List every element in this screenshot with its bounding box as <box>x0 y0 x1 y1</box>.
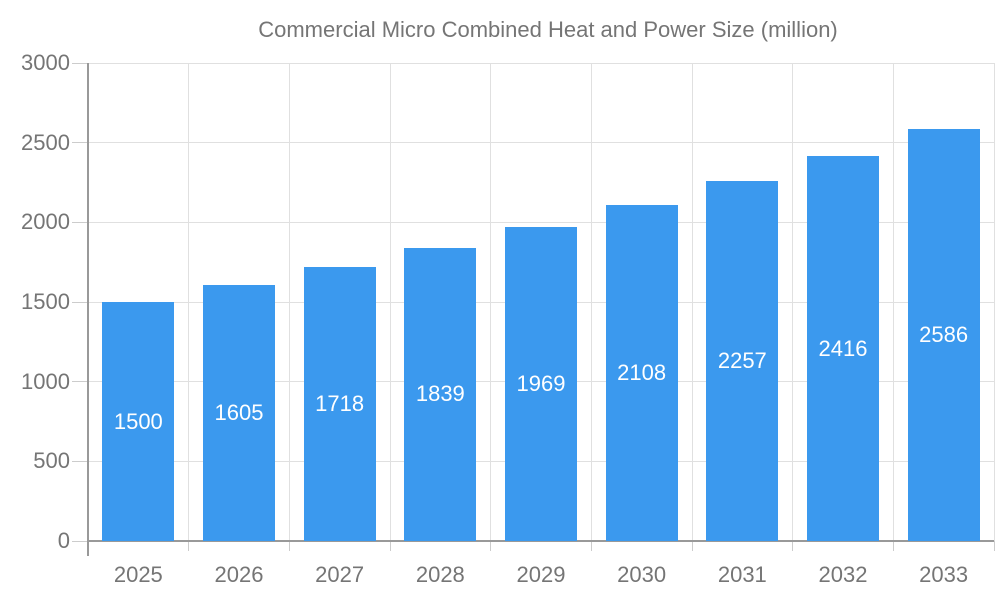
y-axis-tick <box>72 142 88 144</box>
bar-value-label: 2108 <box>617 360 667 386</box>
x-axis-tick <box>288 541 290 551</box>
bar-value-label: 1718 <box>315 391 365 417</box>
y-axis-tick <box>72 540 88 542</box>
x-axis-tick-label: 2033 <box>919 562 969 587</box>
x-axis-tick <box>993 541 995 551</box>
gridline-vertical <box>490 63 492 541</box>
x-axis-tick-label: 2031 <box>717 562 767 587</box>
y-axis-tick <box>72 301 88 303</box>
y-axis-tick <box>72 381 88 383</box>
legend-label: Commercial Micro Combined Heat and Power… <box>258 17 838 42</box>
x-axis-tick <box>188 541 190 551</box>
gridline-vertical <box>590 63 592 541</box>
y-axis-tick-label: 1000 <box>21 368 70 394</box>
x-axis-tick <box>892 541 894 551</box>
y-axis-tick-label: 500 <box>33 448 70 474</box>
x-axis-tick-label: 2029 <box>516 562 566 587</box>
gridline-horizontal <box>88 221 994 223</box>
bar-value-label: 1969 <box>516 371 566 397</box>
bar-value-label: 1500 <box>113 408 163 434</box>
bar-value-label: 2416 <box>818 335 868 361</box>
x-axis-tick-label: 2030 <box>617 562 667 587</box>
x-axis-tick-label: 2026 <box>214 562 264 587</box>
legend-item[interactable]: Commercial Micro Combined Heat and Power… <box>162 17 838 43</box>
y-axis-tick-label: 0 <box>57 528 70 553</box>
bar-value-label: 1839 <box>415 381 465 407</box>
gridline-vertical <box>288 63 290 541</box>
bar <box>907 128 980 541</box>
bar <box>706 181 779 541</box>
gridline-horizontal <box>88 142 994 144</box>
x-axis-tick-label: 2032 <box>818 562 868 587</box>
x-axis-tick <box>389 541 391 551</box>
y-axis-tick-label: 1500 <box>21 289 70 314</box>
y-axis-tick <box>72 221 88 223</box>
x-axis-tick <box>691 541 693 551</box>
bar <box>807 156 879 541</box>
gridline-vertical <box>389 63 391 541</box>
x-axis-tick-label: 2028 <box>415 562 465 587</box>
y-axis-line <box>87 63 89 556</box>
gridline-vertical <box>691 63 693 541</box>
bar <box>605 205 678 541</box>
y-axis-tick-label: 3000 <box>21 50 70 75</box>
bar <box>203 285 275 541</box>
legend: Commercial Micro Combined Heat and Power… <box>0 14 1000 46</box>
y-axis-tick-label: 2500 <box>21 129 70 155</box>
x-axis-tick-label: 2025 <box>113 562 163 587</box>
bar <box>505 227 577 541</box>
gridline-vertical <box>892 63 894 541</box>
legend-swatch-icon <box>162 17 242 43</box>
bar <box>303 267 376 541</box>
gridline-vertical <box>792 63 794 541</box>
gridline-vertical <box>993 63 995 541</box>
y-axis-tick-label: 2000 <box>21 209 70 235</box>
gridline-vertical <box>188 63 190 541</box>
bar-value-label: 1605 <box>214 400 264 426</box>
bar-value-label: 2586 <box>919 321 969 347</box>
y-axis-tick <box>72 62 88 64</box>
x-axis-tick <box>490 541 492 551</box>
gridline-horizontal <box>88 62 994 64</box>
x-axis-tick-label: 2027 <box>315 562 365 587</box>
bar <box>102 302 175 541</box>
bar <box>404 247 477 541</box>
y-axis-tick <box>72 460 88 462</box>
bar-value-label: 2257 <box>717 348 767 374</box>
x-axis-tick <box>792 541 794 551</box>
x-axis-line <box>87 540 994 542</box>
x-axis-tick <box>590 541 592 551</box>
